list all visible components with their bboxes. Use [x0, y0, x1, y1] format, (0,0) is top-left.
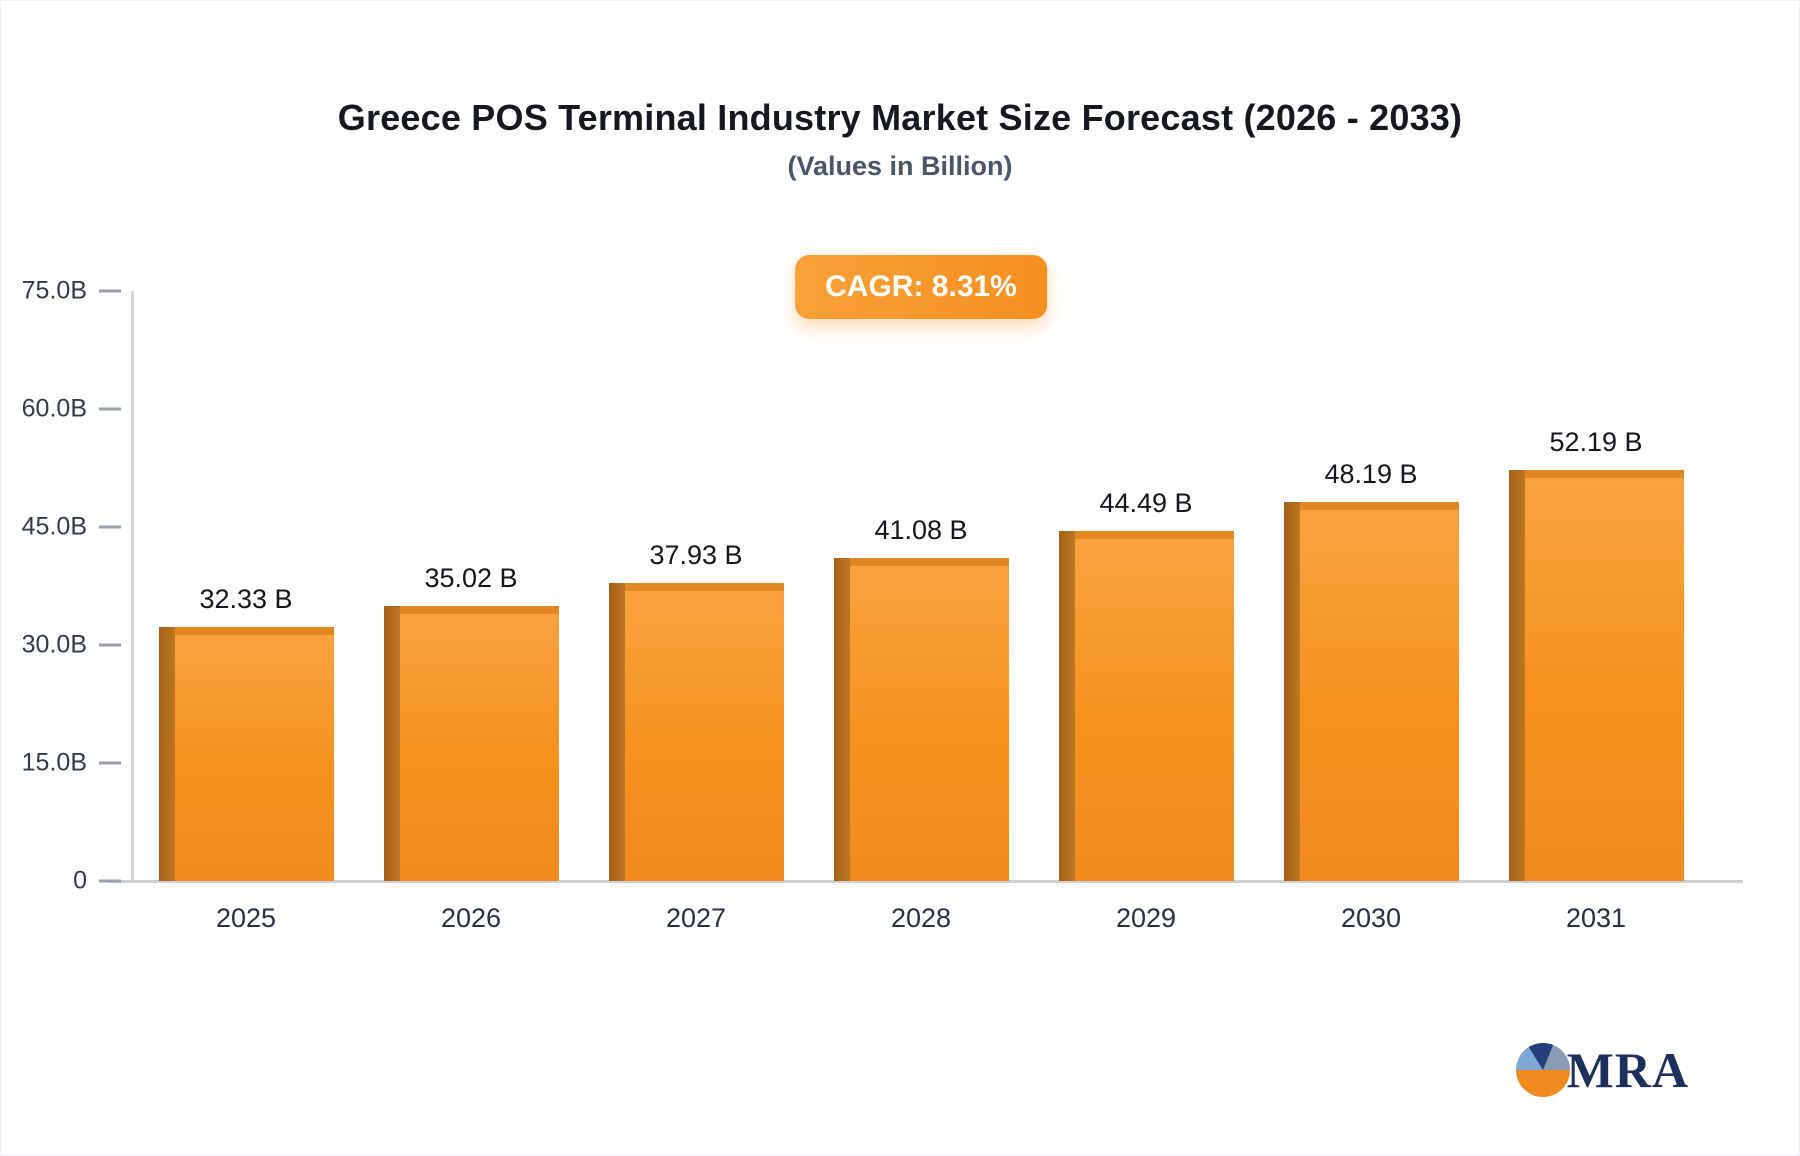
bar: 48.19 B — [1283, 459, 1459, 881]
bar-value-label: 52.19 B — [1549, 427, 1643, 458]
y-tick-label: 0 — [73, 866, 87, 895]
bar-value-label: 48.19 B — [1324, 458, 1418, 489]
bar-side-face — [608, 582, 625, 881]
x-axis-category-label: 2025 — [215, 903, 277, 933]
bar-front-face — [174, 626, 334, 881]
y-tick-label: 30.0B — [21, 630, 87, 659]
brand-logo-text: MRA — [1566, 1042, 1689, 1098]
bar-front-face — [1524, 470, 1684, 881]
bar-front-face — [1074, 531, 1234, 881]
bar-value-label: 41.08 B — [874, 514, 968, 545]
bar-side-face — [1508, 470, 1525, 881]
bar-side-face — [1283, 501, 1300, 881]
bar-front-face — [399, 605, 559, 881]
bar-top-face — [1074, 531, 1234, 540]
bar: 44.49 B — [1058, 488, 1234, 881]
y-tick-mark — [99, 525, 121, 529]
bar: 32.33 B — [158, 584, 334, 881]
bar-top-face — [399, 605, 559, 614]
bar-top-face — [624, 582, 784, 591]
bar: 35.02 B — [383, 563, 559, 881]
bar-top-face — [174, 626, 334, 635]
chart-subtitle: (Values in Billion) — [787, 151, 1013, 181]
y-tick-label: 75.0B — [21, 276, 87, 305]
y-tick-mark — [99, 289, 121, 293]
bar-side-face — [833, 557, 850, 881]
chart-title: Greece POS Terminal Industry Market Size… — [337, 97, 1463, 138]
x-axis-category-label: 2028 — [890, 903, 952, 933]
y-tick-mark — [99, 879, 121, 883]
bar-value-label: 35.02 B — [424, 562, 518, 593]
plot-area: 75.0B 60.0B 45.0B 30.0B 15.0B 0 32.33 B 2025 35.… — [22, 277, 1743, 933]
y-tick-mark — [99, 407, 121, 411]
x-axis-category-label: 2029 — [1115, 903, 1177, 933]
x-axis-line — [109, 880, 1743, 883]
x-axis-category-label: 2031 — [1565, 903, 1627, 933]
bar: 52.19 B — [1508, 427, 1684, 881]
y-tick-mark — [99, 761, 121, 765]
bar-side-face — [1058, 531, 1075, 881]
bar-side-face — [158, 626, 175, 881]
bar-value-label: 37.93 B — [649, 539, 743, 570]
bar-front-face — [849, 557, 1009, 881]
bar-top-face — [849, 557, 1009, 566]
bar-value-label: 44.49 B — [1099, 488, 1193, 519]
bar-side-face — [383, 605, 400, 881]
brand-logo: MRA — [1515, 1041, 1689, 1099]
bar: 41.08 B — [833, 515, 1009, 881]
bar-top-face — [1524, 470, 1684, 479]
y-tick-label: 15.0B — [21, 748, 87, 777]
y-tick-mark — [99, 643, 121, 647]
y-tick-label: 45.0B — [21, 512, 87, 541]
x-axis-category-label: 2027 — [665, 903, 727, 933]
bar-front-face — [1299, 501, 1459, 881]
y-tick-label: 60.0B — [21, 394, 87, 423]
bar-front-face — [624, 582, 784, 881]
cagr-badge: CAGR: 8.31% — [795, 255, 1047, 319]
x-axis-category-label: 2030 — [1340, 903, 1402, 933]
bar: 37.93 B — [608, 540, 784, 881]
x-axis-category-label: 2026 — [440, 903, 502, 933]
brand-logo-pie-icon — [1515, 1043, 1570, 1097]
bar-top-face — [1299, 501, 1459, 510]
y-axis-line — [131, 291, 134, 881]
bar-value-label: 32.33 B — [199, 583, 293, 614]
